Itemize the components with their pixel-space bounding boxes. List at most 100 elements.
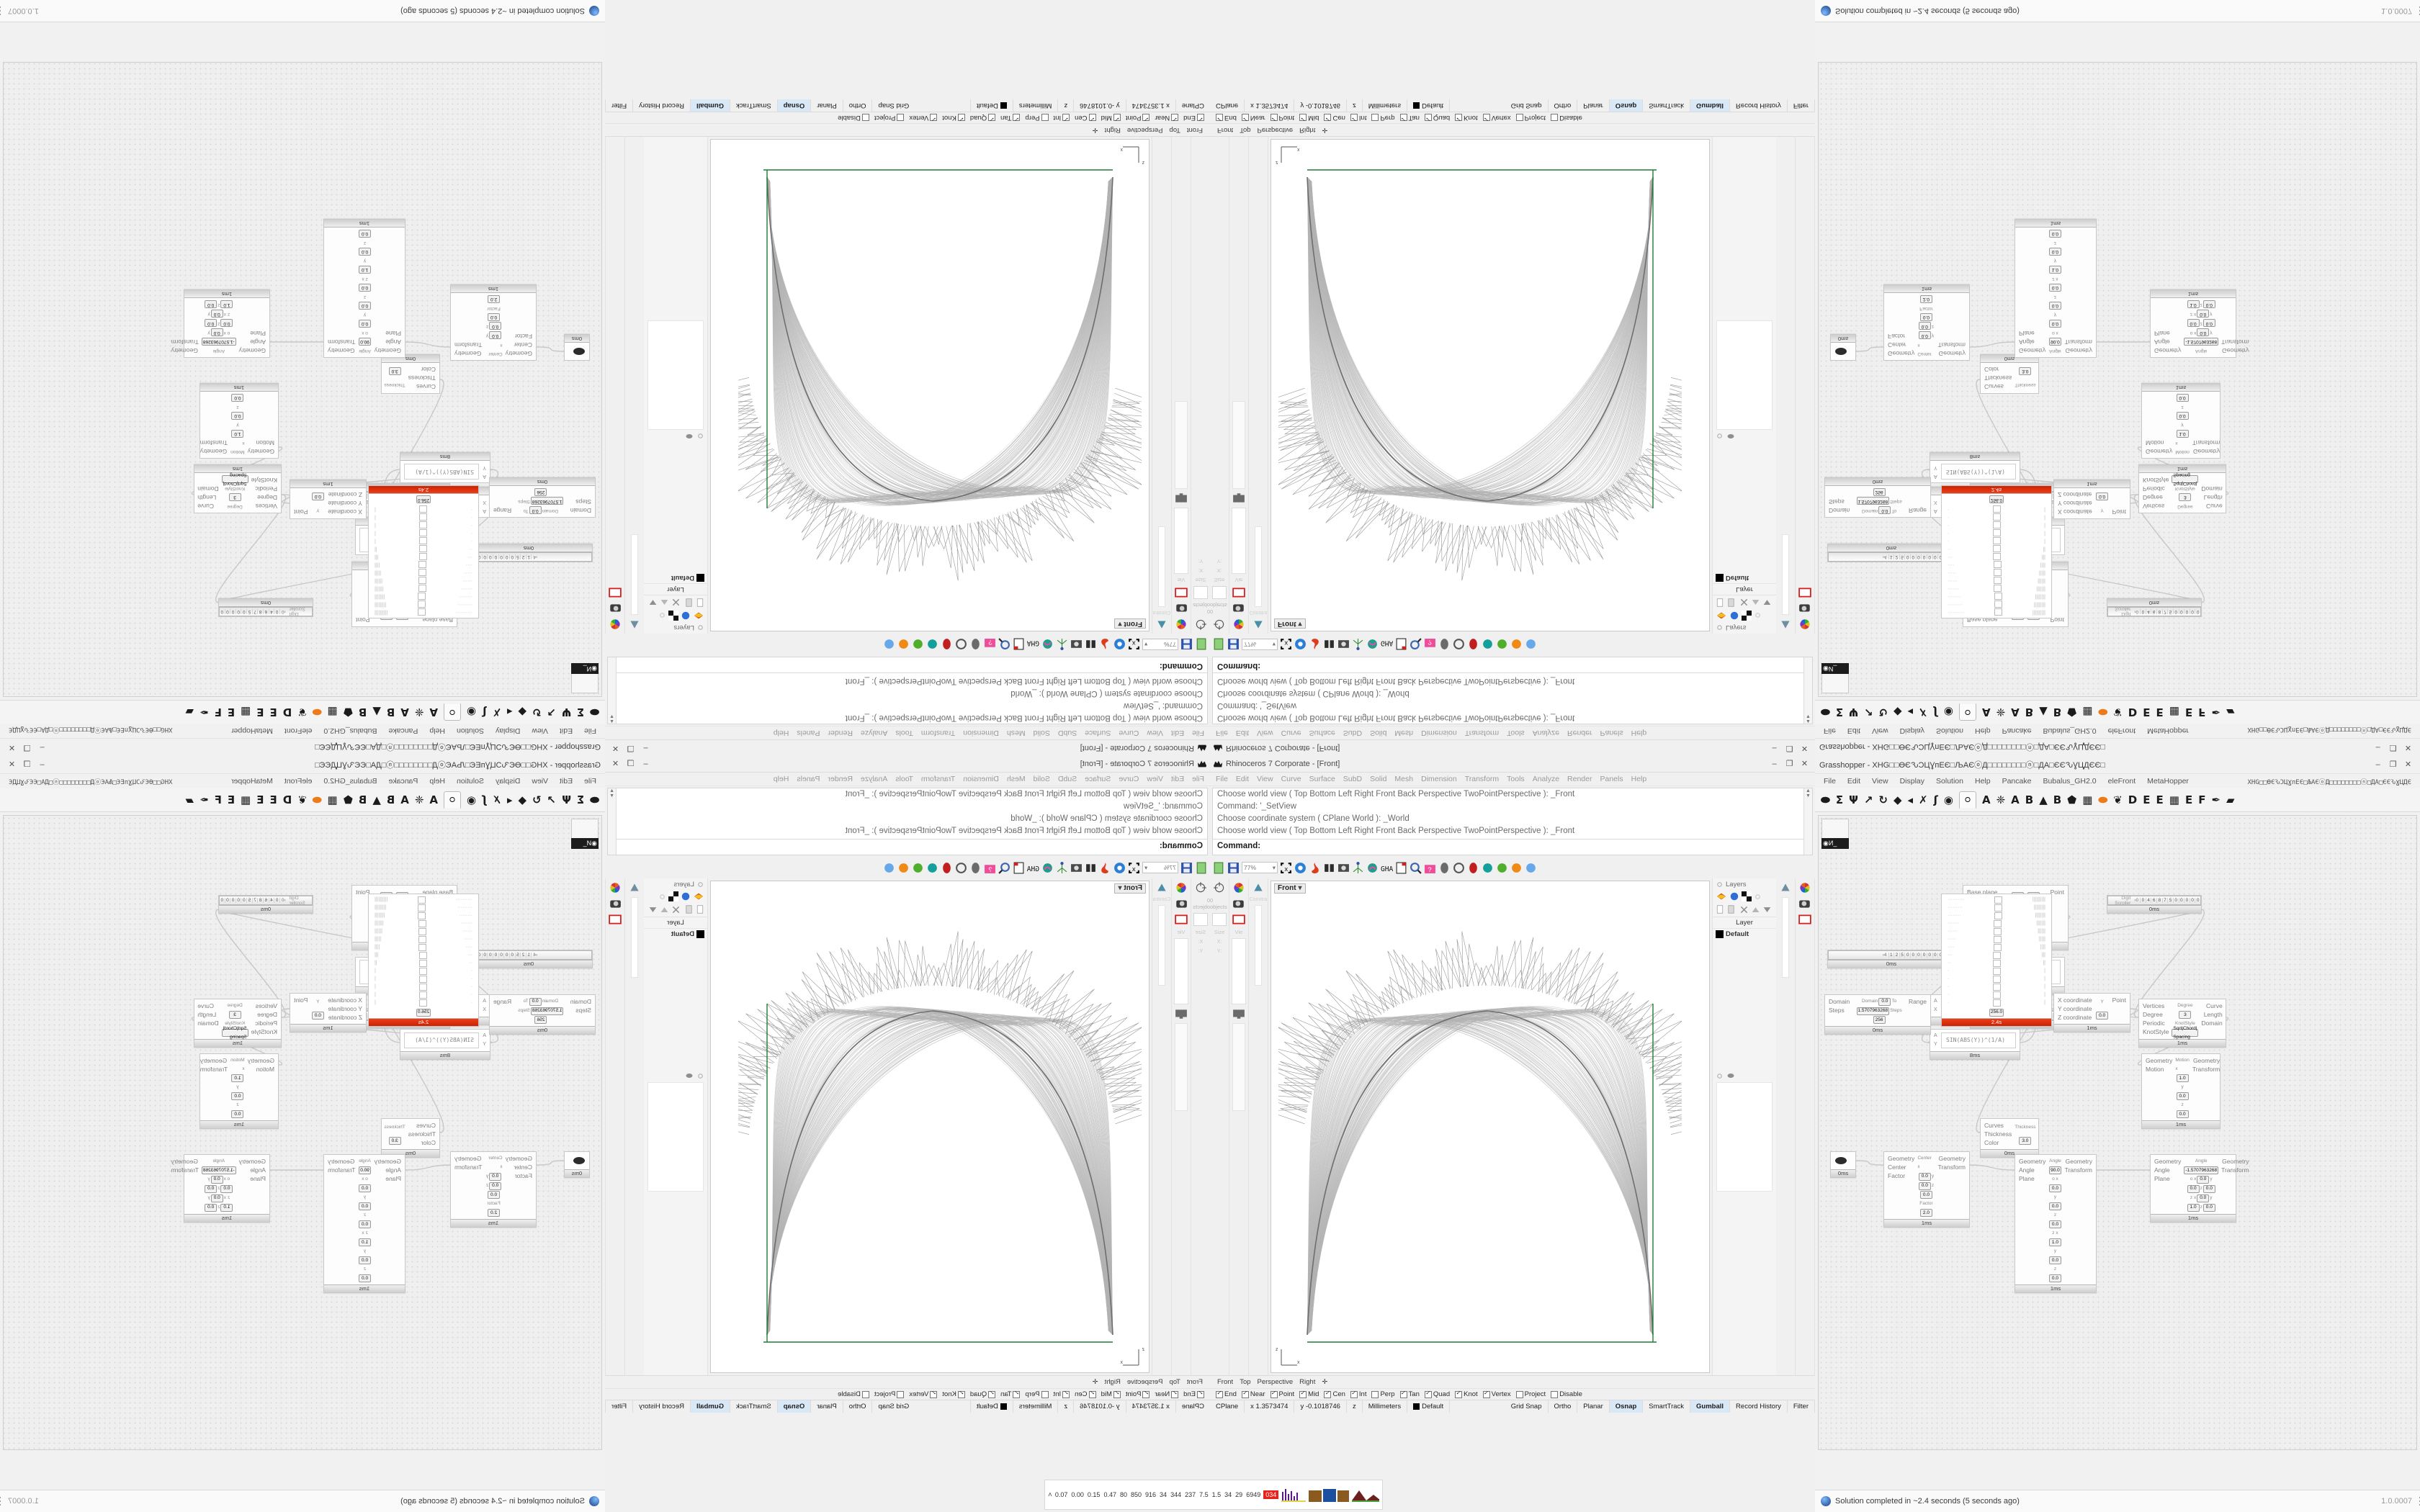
material-sphere-icon[interactable] [1729, 891, 1739, 901]
gh-menu-display[interactable]: Display [1899, 726, 1925, 735]
grasshopper-menubar[interactable]: File Edit View Display Solution Help Pan… [1815, 724, 2420, 738]
gh-field-z-x[interactable]: 1.0 [359, 266, 372, 274]
sphere-blue-icon[interactable] [1525, 862, 1537, 874]
surface-icon[interactable] [969, 639, 982, 651]
display-rail[interactable]: Vie [1171, 137, 1191, 634]
gh-field-z[interactable]: 0.0 [205, 319, 218, 328]
viewport-tab-front[interactable]: Front [1217, 126, 1234, 134]
surface-icon[interactable] [1438, 862, 1451, 874]
move-up-icon[interactable] [1752, 906, 1760, 913]
gh-field-z-x[interactable]: 1.0 [359, 1238, 372, 1246]
menu-curve[interactable]: Curve [1119, 729, 1139, 737]
checkbox-icon[interactable] [1455, 114, 1463, 122]
info-icon[interactable] [589, 6, 599, 16]
ribbon-icon-curve[interactable]: ↻ [532, 706, 542, 719]
checkbox-icon[interactable] [930, 1390, 938, 1398]
gh-field-y[interactable]: 0.0 [2176, 412, 2189, 420]
grasshopper-window-controls[interactable]: – ❐ ✕ [2373, 744, 2416, 752]
ribbon-plugin-icon-e4[interactable]: E [227, 706, 236, 719]
layer-color-swatch[interactable] [1413, 102, 1420, 109]
ribbon-plugin-icon-c1[interactable]: ⬟ [343, 793, 353, 806]
gh-field-steps[interactable]: 256 [1873, 1016, 1886, 1024]
viewport-tab-front[interactable]: Front [1217, 1378, 1234, 1386]
gh-menu-display[interactable]: Display [1899, 777, 1925, 786]
gh-field-z[interactable]: 0.0 [488, 1191, 501, 1199]
gh-node-series-tree[interactable]: ·········· |||||||||| ········· ||||||||| … [1941, 894, 2052, 1027]
properties-content[interactable] [647, 1082, 704, 1192]
gh-node-range[interactable]: Domain Steps Domain 0.0 To 1.5707963268 Ste… [1824, 477, 1931, 518]
ribbon-plugin-icon-a2[interactable]: ❈ [414, 706, 424, 719]
gh-field-y[interactable]: 0.0 [231, 412, 244, 420]
ribbon-plugin-icon-e2[interactable]: E [2156, 706, 2164, 719]
osnap-vertex[interactable]: Vertex [909, 114, 938, 122]
gh-node-series-tree[interactable]: ·········· |||||||||| ········· ||||||||| … [1941, 485, 2052, 618]
remote-control-panel[interactable]: ◉И_ [571, 819, 599, 849]
ribbon-icon-surface[interactable]: ◆ [1893, 793, 1902, 806]
sphere-blue-icon[interactable] [1525, 639, 1537, 651]
ribbon-plugin-icon-c2[interactable]: ▦ [2082, 793, 2093, 806]
grasshopper-canvas[interactable]: ◉И_ ›4 125000000000 0ms ›1 51408983 [3, 815, 602, 1450]
remote-panel-bar[interactable]: ◉И_ [571, 838, 599, 849]
checkbox-icon[interactable] [1041, 1390, 1049, 1398]
menu-help[interactable]: Help [1631, 775, 1647, 783]
ribbon-plugin-icon-c1[interactable]: ⬟ [343, 706, 353, 719]
ribbon-plugin-icon-b3[interactable]: B [2053, 706, 2062, 719]
render-flame-icon[interactable] [1099, 639, 1111, 651]
maximize-icon[interactable]: ❐ [23, 743, 31, 752]
ribbon-icon-surface[interactable]: ◆ [518, 706, 527, 719]
gh-menu-view[interactable]: View [1872, 726, 1888, 735]
ribbon-plugin-icon-c1[interactable]: ⬟ [2067, 793, 2077, 806]
display-rail[interactable]: Vie [1171, 878, 1191, 1375]
osnap-near[interactable]: Near [1241, 1390, 1265, 1398]
color-wheel-icon[interactable] [609, 881, 622, 894]
checker-pattern-icon[interactable] [1742, 611, 1752, 621]
close-icon[interactable]: ✕ [611, 744, 619, 753]
ribbon-plugin-icon-e2[interactable]: E [2156, 793, 2164, 806]
command-scrollbar[interactable]: ▲ ▼ [1803, 788, 1812, 855]
gh-field-o-x[interactable]: 0.0 [2048, 320, 2061, 328]
gh-field-motion-x[interactable]: 1.0 [231, 430, 244, 438]
object-snap-icon[interactable] [628, 618, 641, 631]
viewport-frame-icon[interactable] [1175, 913, 1188, 926]
tray-highlight-badge[interactable]: 034 [1263, 1490, 1279, 1499]
layer-color-swatch[interactable] [696, 574, 704, 582]
gh-menu-metahopper[interactable]: MetaHopper [2147, 777, 2189, 786]
grasshopper-canvas[interactable]: ◉И_ ›4 125000000000 0ms ›1 51408983 [1818, 62, 2417, 697]
right-rail-1[interactable] [1776, 878, 1796, 1375]
ribbon-icon-transform[interactable]: ʃ [482, 793, 487, 806]
menu-tools[interactable]: Tools [1507, 729, 1525, 737]
properties-tab-icon[interactable] [684, 1071, 694, 1080]
gh-node-rotate1[interactable]: Geometry Angle Plane Angle 90.0 o x 0.0 y 0.0… [2015, 219, 2097, 358]
notes-icon[interactable] [1013, 639, 1025, 651]
gh-field-z[interactable]: 0.0 [205, 300, 218, 309]
gh-node-move[interactable]: Geometry Motion Motion x 1.0 y 0.0 z 0.0 Geo… [200, 1053, 279, 1129]
osnap-quad[interactable]: Quad [970, 114, 996, 122]
rhino-menubar[interactable]: File Edit View Curve Surface SubD Solid … [1210, 773, 1815, 786]
ribbon-plugin-icon-e3[interactable]: ▦ [2169, 793, 2179, 806]
osnap-point[interactable]: Point [1270, 114, 1294, 122]
layer-visibility-icon[interactable] [1294, 639, 1307, 651]
add-viewport-tab-icon[interactable]: ✛ [1322, 1378, 1328, 1386]
zoom-search-icon[interactable] [998, 862, 1010, 874]
view-list[interactable] [1232, 508, 1246, 574]
checkbox-icon[interactable] [1482, 114, 1490, 122]
gh-menu-file[interactable]: File [1824, 777, 1836, 786]
checkbox-icon[interactable] [1399, 1390, 1407, 1398]
viewport-label[interactable]: Front▾ [1114, 883, 1146, 894]
remote-control-panel[interactable]: ◉И_ [1821, 663, 1849, 693]
status-toggle-ortho[interactable]: Ortho [1549, 1400, 1578, 1413]
gh-field-motion-x[interactable]: 1.0 [2176, 1074, 2189, 1082]
ribbon-icon-params[interactable]: ⬬ [1821, 706, 1830, 719]
gh-menu-view[interactable]: View [532, 777, 548, 786]
select-all-icon[interactable]: x [1128, 639, 1140, 651]
layers-toolbar[interactable] [644, 595, 707, 610]
gh-expression-text[interactable]: SIN(ABS(Y))^(1/A) [1941, 1032, 2016, 1048]
gear-icon[interactable] [658, 612, 666, 620]
gh-node-slider1[interactable]: ›4 125000000000 0ms [1827, 544, 1955, 562]
rhino-window-controls[interactable]: – ❐ ✕ [608, 760, 650, 768]
osnap-mid[interactable]: Mid [1299, 1390, 1319, 1398]
menu-surface[interactable]: Surface [1085, 775, 1111, 783]
gh-menu-view[interactable]: View [1872, 777, 1888, 786]
